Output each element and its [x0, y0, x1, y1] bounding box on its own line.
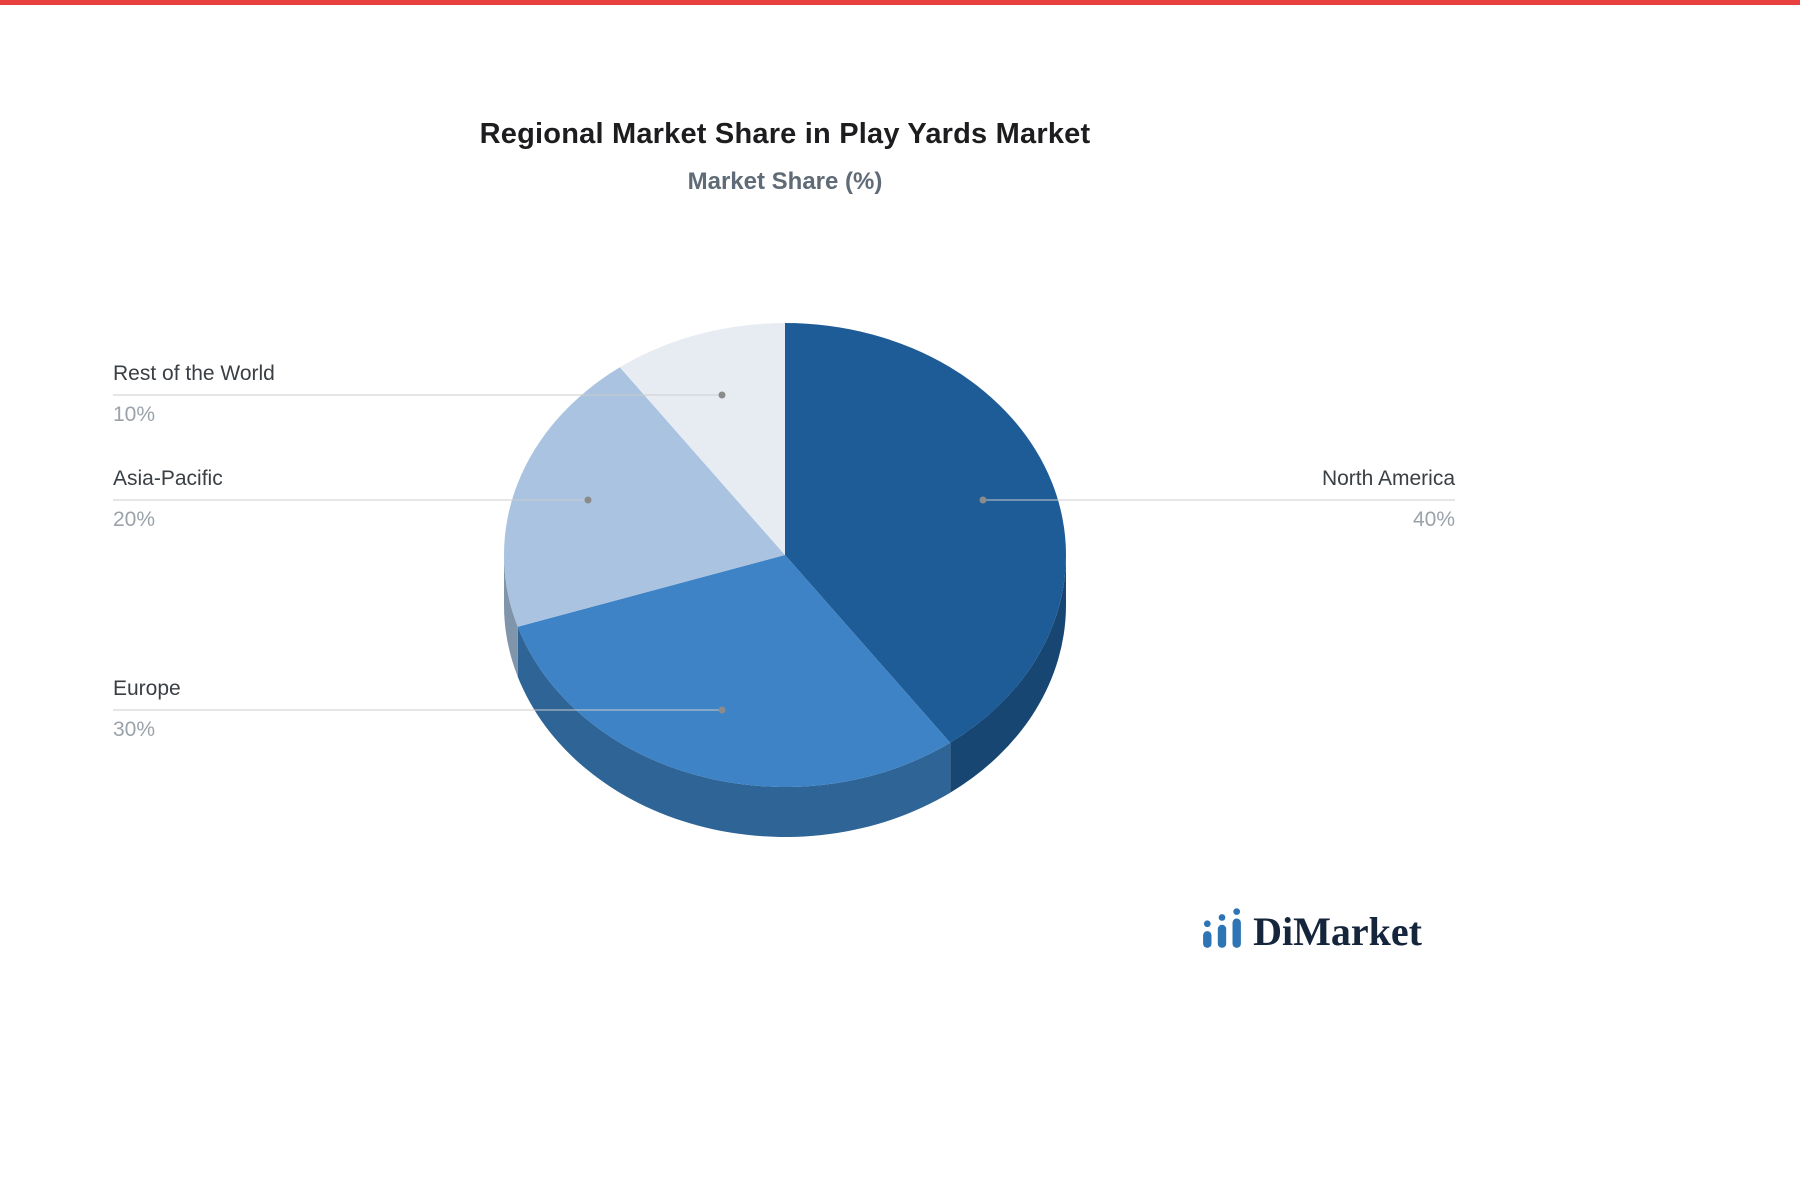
pie-slice-asia-pacific	[504, 367, 785, 627]
slice-label-value: 20%	[113, 508, 156, 531]
brand-name: DiMarket	[1253, 909, 1422, 954]
slice-label-name: Asia-Pacific	[113, 467, 223, 490]
slice-label-name: North America	[1321, 467, 1455, 490]
pie-slice-side-asia-pacific	[504, 555, 518, 677]
brand-logo: DiMarket	[1201, 908, 1422, 953]
chart-subtitle: Market Share (%)	[687, 168, 883, 195]
pie-slice-north-america	[785, 323, 1066, 743]
pie-slice-side-north-america	[950, 555, 1066, 793]
bar-chart-icon	[1203, 908, 1242, 948]
slice-label-name: Rest of the World	[113, 362, 275, 385]
slice-label-value: 30%	[113, 718, 156, 741]
slice-label-value: 40%	[1412, 508, 1455, 531]
chart-title: Regional Market Share in Play Yards Mark…	[479, 118, 1091, 150]
pie-slice-side-europe	[517, 626, 951, 838]
leader-dot	[979, 496, 987, 504]
leader-dot	[718, 706, 726, 714]
slice-label-value: 10%	[113, 403, 156, 426]
top-accent-bar	[0, 0, 1800, 5]
leader-dot	[718, 391, 726, 399]
leader-dot	[584, 496, 592, 504]
pie-slice-rest-of-the-world	[619, 323, 785, 555]
pie-slice-europe	[517, 555, 951, 787]
slice-label-name: Europe	[113, 677, 181, 700]
